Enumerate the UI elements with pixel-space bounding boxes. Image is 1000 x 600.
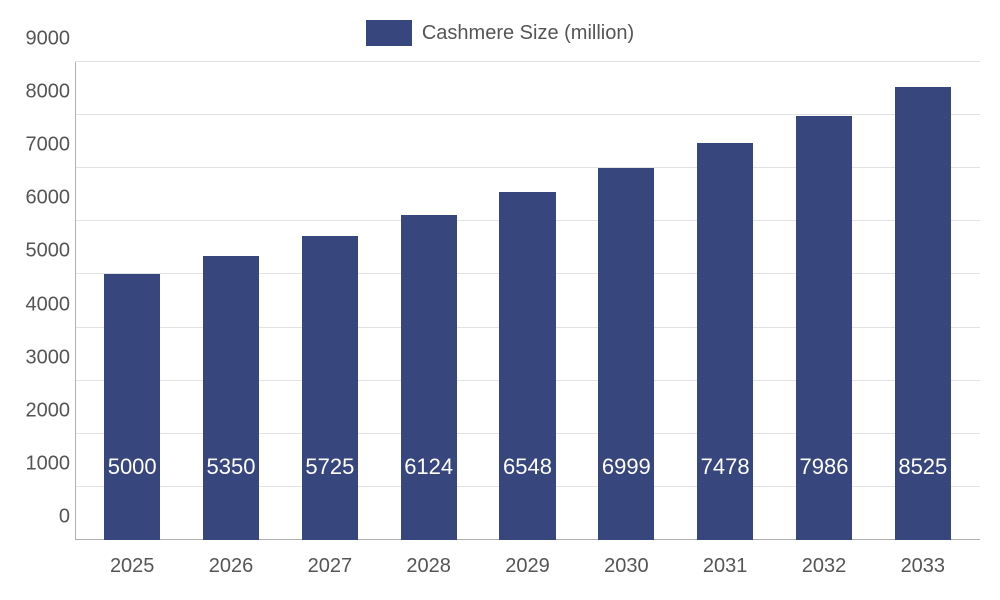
bar-2031[interactable]: 7478 [697,143,753,540]
y-tick-5000: 5000 [20,240,70,263]
x-label-2032: 2032 [785,555,863,578]
bar-group-2029: 6548 2029 [488,62,566,540]
bar-group-2027: 5725 2027 [291,62,369,540]
y-tick-9000: 9000 [20,28,70,51]
y-tick-2000: 2000 [20,399,70,422]
bar-2032[interactable]: 7986 [796,116,852,540]
bar-value-2030: 6999 [602,454,651,480]
x-label-2028: 2028 [390,555,468,578]
y-tick-4000: 4000 [20,293,70,316]
chart-container: Cashmere Size (million) 0 1000 2000 3000… [0,0,1000,600]
bar-group-2026: 5350 2026 [192,62,270,540]
bar-group-2031: 7478 2031 [686,62,764,540]
bar-2030[interactable]: 6999 [598,168,654,540]
y-tick-0: 0 [20,506,70,529]
legend-color-swatch [366,20,412,46]
bar-value-2031: 7478 [701,454,750,480]
bar-2025[interactable]: 5000 [104,274,160,540]
x-label-2029: 2029 [488,555,566,578]
y-tick-6000: 6000 [20,187,70,210]
bar-value-2032: 7986 [800,454,849,480]
bar-group-2033: 8525 2033 [884,62,962,540]
x-label-2031: 2031 [686,555,764,578]
bar-2033[interactable]: 8525 [895,87,951,540]
bar-group-2030: 6999 2030 [587,62,665,540]
bar-value-2033: 8525 [898,454,947,480]
y-tick-3000: 3000 [20,346,70,369]
y-tick-7000: 7000 [20,134,70,157]
legend-label: Cashmere Size (million) [422,22,634,45]
bar-2029[interactable]: 6548 [499,192,555,540]
x-label-2025: 2025 [93,555,171,578]
bar-value-2026: 5350 [207,454,256,480]
bar-value-2028: 6124 [404,454,453,480]
bar-2028[interactable]: 6124 [401,215,457,540]
bars-wrapper: 5000 2025 5350 2026 5725 2027 6124 [75,62,980,540]
bar-value-2027: 5725 [305,454,354,480]
x-label-2027: 2027 [291,555,369,578]
bar-group-2028: 6124 2028 [390,62,468,540]
x-label-2033: 2033 [884,555,962,578]
plot-area: 0 1000 2000 3000 4000 5000 6000 7000 800… [75,62,980,540]
bar-group-2025: 5000 2025 [93,62,171,540]
bar-2026[interactable]: 5350 [203,256,259,540]
bar-2027[interactable]: 5725 [302,236,358,540]
bar-group-2032: 7986 2032 [785,62,863,540]
chart-legend: Cashmere Size (million) [0,20,1000,46]
y-tick-8000: 8000 [20,81,70,104]
x-label-2030: 2030 [587,555,665,578]
y-tick-1000: 1000 [20,452,70,475]
bar-value-2025: 5000 [108,454,157,480]
x-label-2026: 2026 [192,555,270,578]
bar-value-2029: 6548 [503,454,552,480]
